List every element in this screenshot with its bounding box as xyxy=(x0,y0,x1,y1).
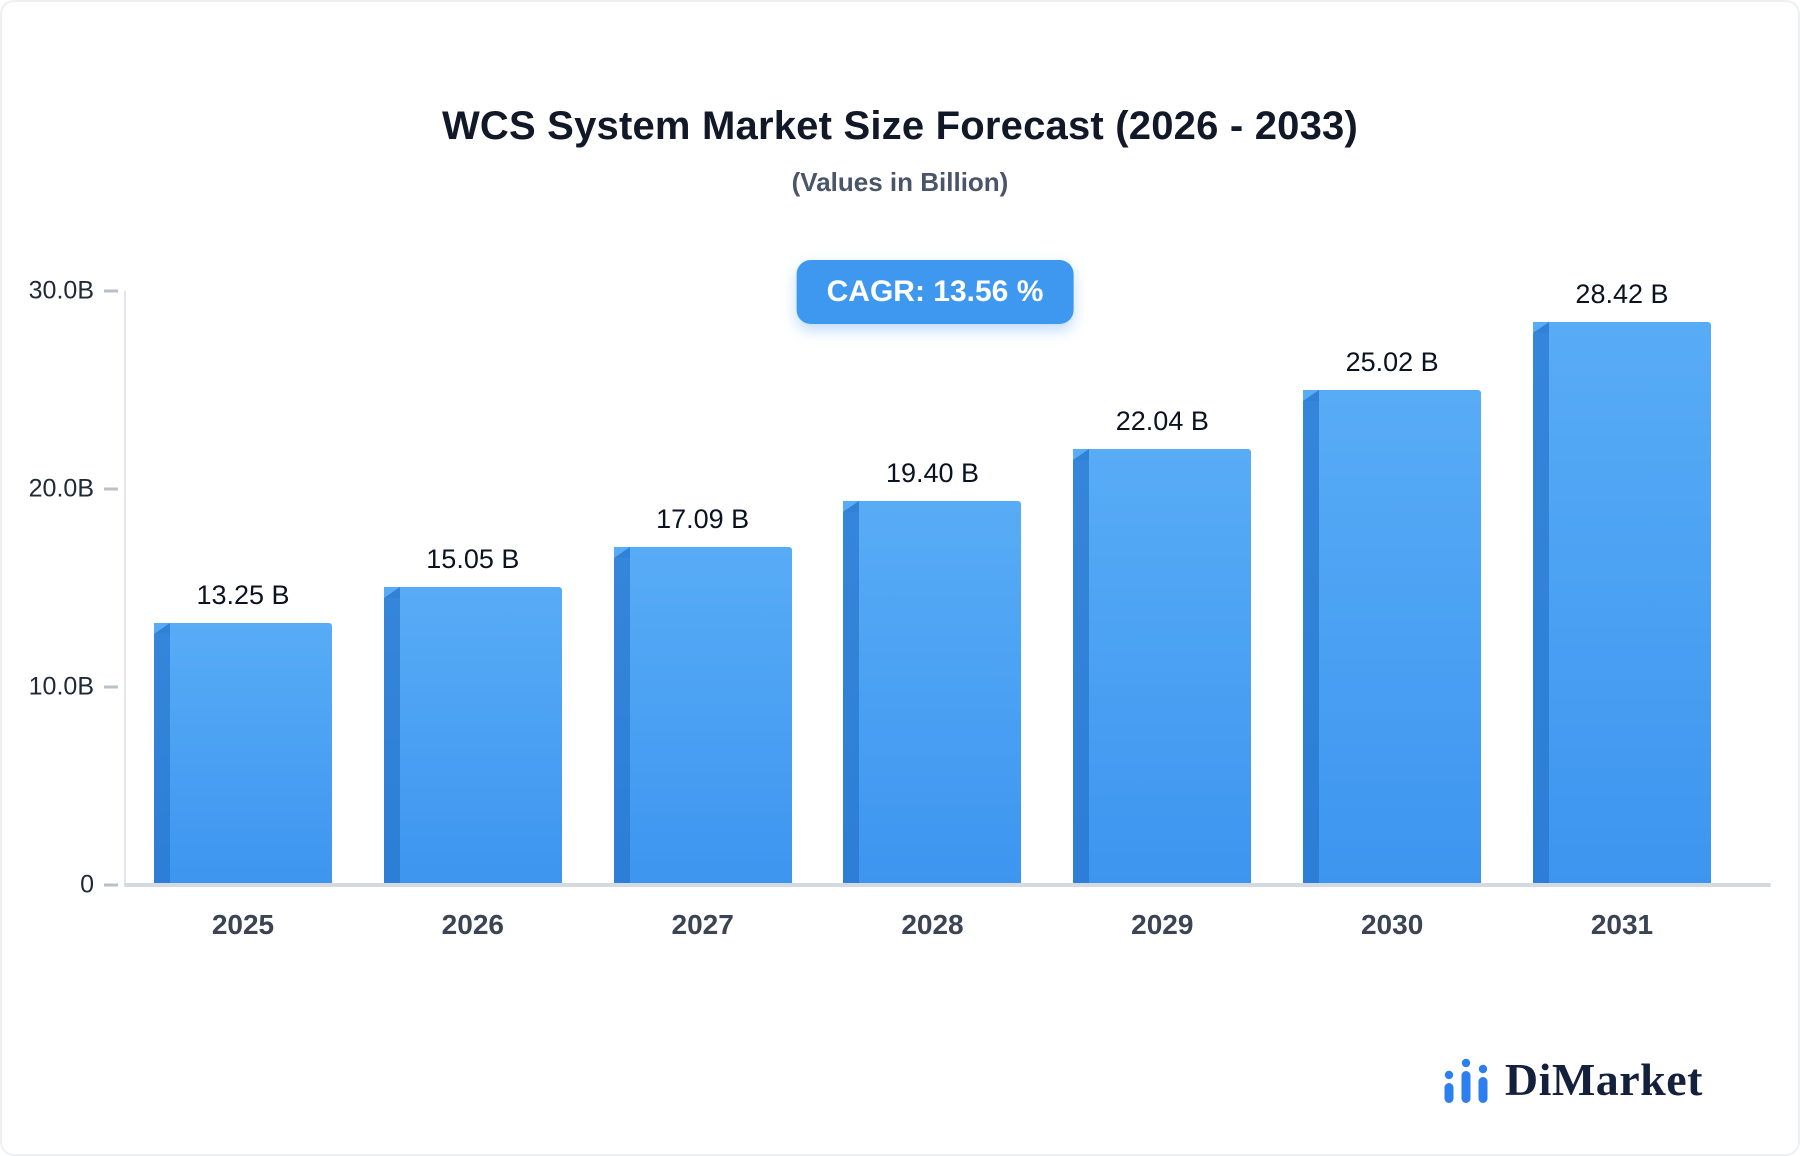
bar-value-label: 28.42 B xyxy=(1575,279,1669,309)
bar xyxy=(843,501,1022,885)
bar xyxy=(1073,449,1252,885)
y-tick-label: 0 xyxy=(80,870,94,899)
bar-column-2025: 13.25 B 2025 xyxy=(154,580,332,940)
x-axis-label: 2030 xyxy=(1360,909,1424,940)
x-axis-label: 2027 xyxy=(671,909,734,940)
bar-value-label: 19.40 B xyxy=(885,458,980,488)
bar-column-2031: 28.42 B 2031 xyxy=(1532,279,1711,940)
bar-chart-logo-icon xyxy=(1444,1058,1488,1103)
bar-value-label: 13.25 B xyxy=(196,580,290,610)
x-axis-label: 2029 xyxy=(1131,909,1194,940)
x-axis-label: 2025 xyxy=(211,909,275,940)
dimarket-logo: DiMarket xyxy=(1441,1053,1703,1106)
x-axis-label: 2028 xyxy=(901,909,964,940)
cagr-badge: CAGR: 13.56 % xyxy=(796,260,1074,324)
x-axis-label: 2026 xyxy=(441,909,504,940)
y-tick-mark xyxy=(104,487,118,491)
bar xyxy=(1532,322,1711,885)
y-tick-mark xyxy=(104,883,118,887)
bars-container: 13.25 B 2025 15.05 B 2026 17.09 B 2027 19.40 B… xyxy=(124,279,1771,940)
bar xyxy=(383,587,562,885)
chart-subtitle: (Values in Billion) xyxy=(791,167,1009,197)
bar xyxy=(613,547,792,885)
bar xyxy=(154,623,332,885)
x-axis-label: 2031 xyxy=(1590,909,1654,940)
x-axis-line xyxy=(124,883,1771,887)
y-tick-label: 10.0B xyxy=(28,672,94,701)
y-tick-label: 20.0B xyxy=(28,474,94,503)
y-tick-mark xyxy=(104,685,118,689)
y-tick-label: 30.0B xyxy=(28,276,94,305)
bar-column-2027: 17.09 B 2027 xyxy=(613,504,792,940)
chart-title: WCS System Market Size Forecast (2026 - … xyxy=(441,104,1359,148)
plot-area: 13.25 B 2025 15.05 B 2026 17.09 B 2027 19.40 B… xyxy=(29,277,1771,940)
bar-column-2029: 22.04 B 2029 xyxy=(1073,406,1252,940)
bar-value-label: 25.02 B xyxy=(1345,347,1439,377)
bar-value-label: 22.04 B xyxy=(1115,406,1209,436)
brand-name: DiMarket xyxy=(1504,1054,1703,1105)
bar-value-label: 15.05 B xyxy=(426,544,520,574)
bar-value-label: 17.09 B xyxy=(656,504,750,534)
bar-column-2030: 25.02 B 2030 xyxy=(1303,347,1482,940)
bar xyxy=(1303,390,1482,885)
y-tick-mark xyxy=(104,289,118,293)
bar-column-2026: 15.05 B 2026 xyxy=(383,544,562,940)
chart-header: WCS System Market Size Forecast (2026 - … xyxy=(2,2,1798,198)
bar-column-2028: 19.40 B 2028 xyxy=(843,458,1022,940)
